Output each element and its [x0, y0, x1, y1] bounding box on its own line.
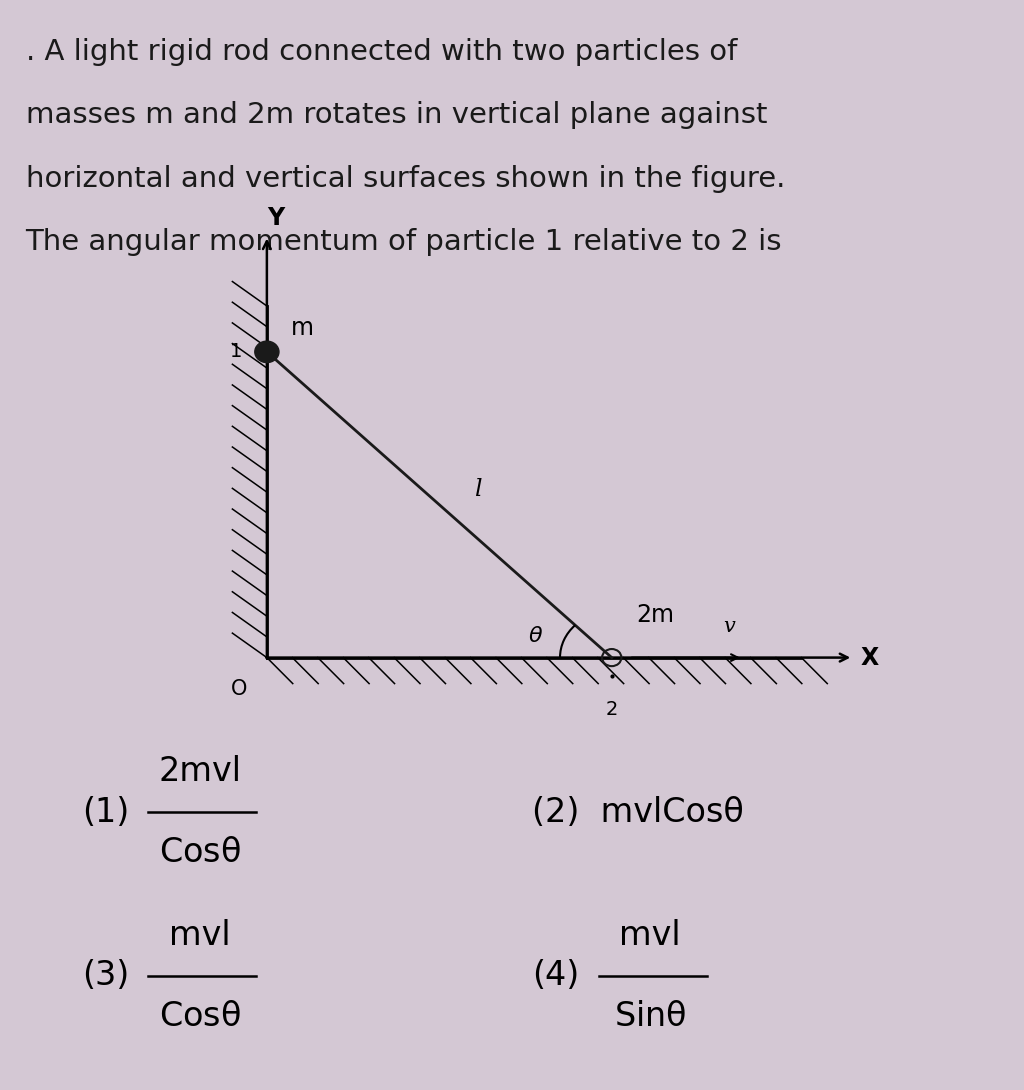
- Text: m: m: [291, 316, 314, 340]
- Text: 2m: 2m: [636, 603, 674, 627]
- Text: 2mvl: 2mvl: [158, 755, 242, 788]
- Text: (4): (4): [532, 959, 580, 992]
- Text: $\mathregular{Cos\theta}$: $\mathregular{Cos\theta}$: [159, 1000, 241, 1032]
- Text: $\theta$: $\theta$: [528, 626, 544, 646]
- Text: X: X: [860, 645, 879, 669]
- Text: O: O: [231, 679, 248, 699]
- Text: mvl: mvl: [620, 919, 681, 952]
- Circle shape: [255, 341, 279, 363]
- Text: $\mathregular{Cos\theta}$: $\mathregular{Cos\theta}$: [159, 836, 241, 869]
- Text: v: v: [723, 617, 735, 637]
- Text: . A light rigid rod connected with two particles of: . A light rigid rod connected with two p…: [26, 38, 737, 66]
- Text: (2)  mvlCosθ: (2) mvlCosθ: [532, 796, 744, 828]
- Text: (1): (1): [82, 796, 129, 828]
- Text: 1: 1: [230, 342, 243, 362]
- Text: horizontal and vertical surfaces shown in the figure.: horizontal and vertical surfaces shown i…: [26, 165, 785, 193]
- Text: (3): (3): [82, 959, 129, 992]
- Text: 2: 2: [605, 701, 617, 719]
- Text: masses m and 2m rotates in vertical plane against: masses m and 2m rotates in vertical plan…: [26, 101, 767, 130]
- Text: mvl: mvl: [169, 919, 230, 952]
- Text: The angular momentum of particle 1 relative to 2 is: The angular momentum of particle 1 relat…: [26, 228, 782, 256]
- Text: l: l: [474, 477, 481, 501]
- Text: Y: Y: [267, 206, 284, 230]
- Text: $\mathregular{Sin\theta}$: $\mathregular{Sin\theta}$: [614, 1000, 686, 1032]
